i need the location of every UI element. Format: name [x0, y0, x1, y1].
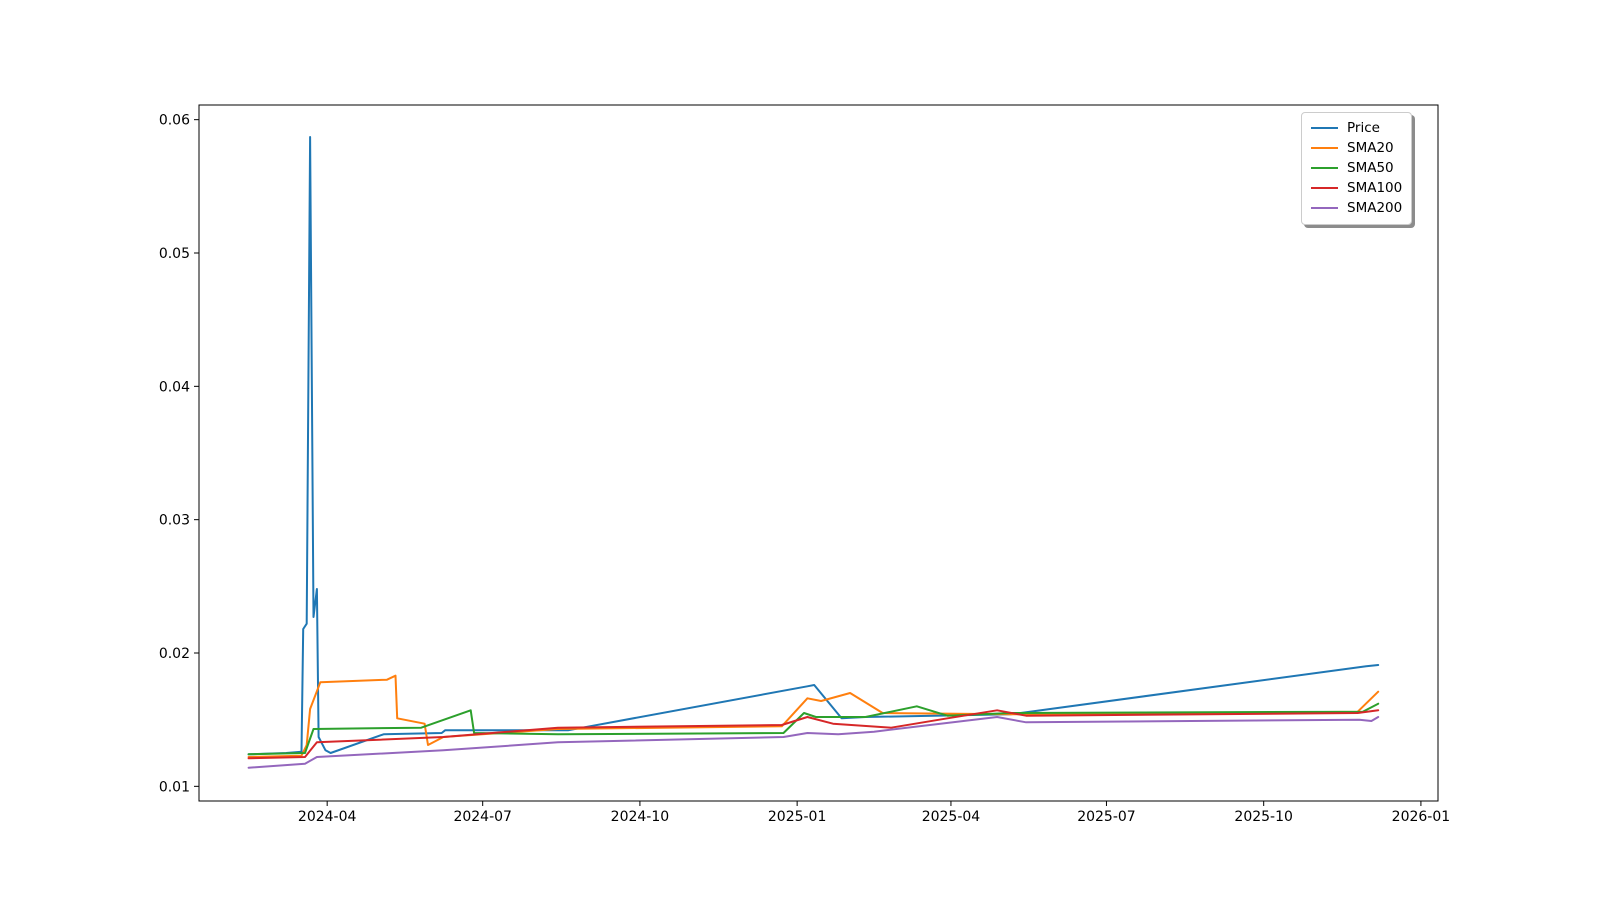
x-tick-label: 2024-07 [453, 809, 512, 825]
y-tick-label: 0.03 [159, 513, 190, 529]
axes-spines [198, 104, 1439, 802]
legend-item-sma50: SMA50 [1311, 158, 1402, 178]
legend: Price SMA20 SMA50 SMA100 SMA200 [1301, 112, 1413, 225]
legend-line-swatch [1311, 147, 1338, 149]
y-tick-label: 0.01 [159, 779, 190, 795]
legend-label: SMA50 [1347, 160, 1394, 176]
series-line-sma20 [247, 674, 1380, 758]
series-line-sma50 [247, 702, 1380, 756]
legend-label: Price [1347, 120, 1380, 136]
legend-line-swatch [1311, 207, 1338, 209]
legend-item-sma20: SMA20 [1311, 138, 1402, 158]
legend-line-swatch [1311, 167, 1338, 169]
x-tick-label: 2024-10 [611, 809, 670, 825]
legend-line-swatch [1311, 187, 1338, 189]
y-tick-label: 0.05 [159, 246, 190, 262]
series-line-sma200 [247, 716, 1380, 769]
legend-label: SMA20 [1347, 140, 1394, 156]
x-tick-label: 2025-04 [922, 809, 981, 825]
y-tick-label: 0.06 [159, 113, 190, 129]
y-tick-label: 0.02 [159, 646, 190, 662]
x-tick-label: 2025-01 [768, 809, 827, 825]
y-tick-label: 0.04 [159, 379, 190, 395]
legend-item-sma200: SMA200 [1311, 198, 1402, 218]
x-tick-label: 2024-04 [298, 809, 357, 825]
x-tick-label: 2025-07 [1077, 809, 1136, 825]
series-line-sma100 [247, 709, 1380, 760]
legend-line-swatch [1311, 127, 1338, 129]
legend-label: SMA200 [1347, 200, 1403, 216]
x-tick-label: 2026-01 [1392, 809, 1451, 825]
legend-label: SMA100 [1347, 180, 1403, 196]
legend-item-price: Price [1311, 118, 1402, 138]
x-tick-label: 2025-10 [1234, 809, 1293, 825]
legend-item-sma100: SMA100 [1311, 178, 1402, 198]
